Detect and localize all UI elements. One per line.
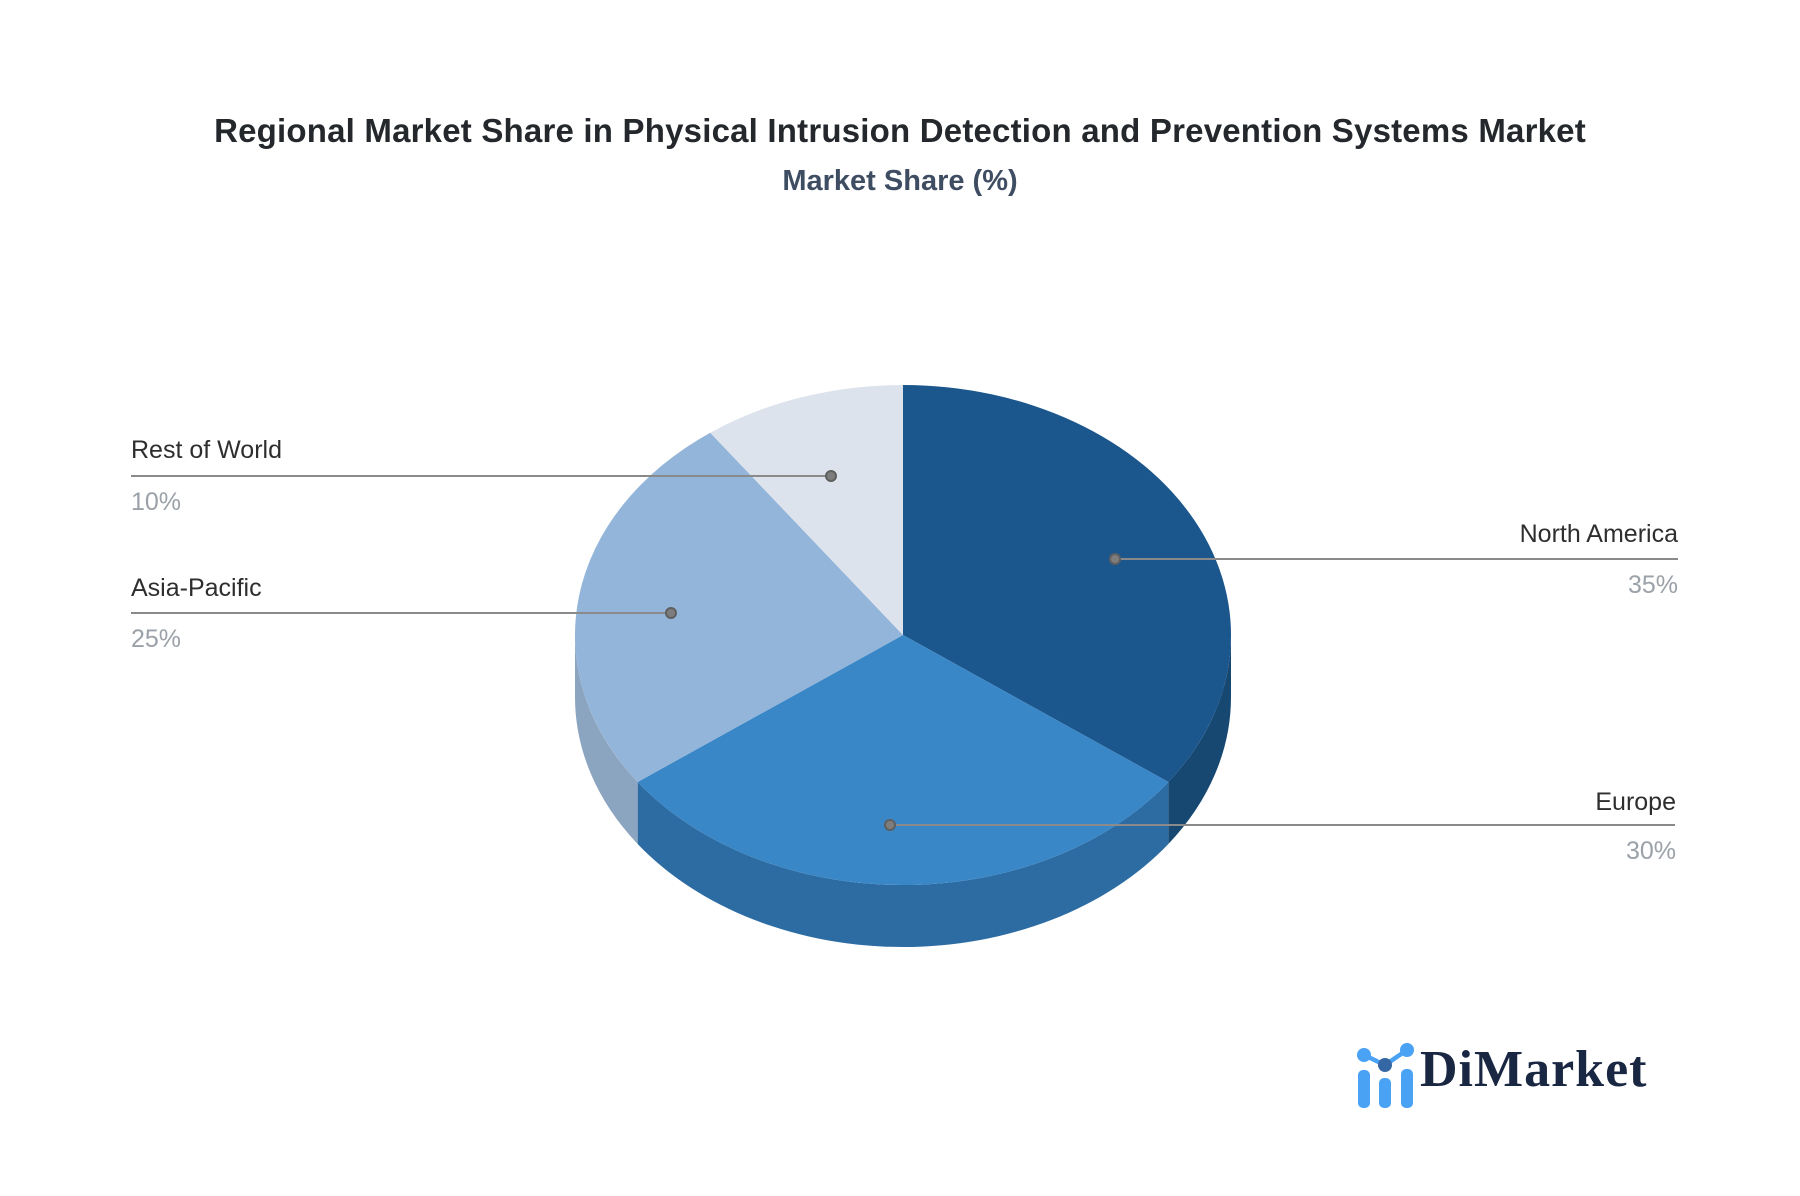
pie-slice-side-europe <box>637 781 1169 948</box>
callout-value-north-america: 35% <box>1627 571 1678 599</box>
leader-line-rest-of-world <box>131 475 831 477</box>
callout-value-asia-pacific: 25% <box>131 625 182 653</box>
pie-slice-europe[interactable] <box>637 635 1169 886</box>
leader-line-asia-pacific <box>131 612 671 614</box>
callout-value-rest-of-world: 10% <box>131 488 182 516</box>
callout-label-north-america: North America <box>1519 520 1678 548</box>
chart-subtitle: Market Share (%) <box>782 165 1018 197</box>
leader-dot-rest-of-world <box>825 470 837 482</box>
callout-value-europe: 30% <box>1625 837 1676 865</box>
bar-line-chart-icon <box>1357 1043 1414 1108</box>
pie-slice-north-america[interactable] <box>903 385 1232 782</box>
pie-slice-asia-pacific[interactable] <box>575 432 903 782</box>
chart-title: Regional Market Share in Physical Intrus… <box>214 112 1586 149</box>
callout-label-asia-pacific: Asia-Pacific <box>131 574 262 602</box>
callout-label-rest-of-world: Rest of World <box>131 436 282 464</box>
callout-label-europe: Europe <box>1595 788 1676 816</box>
leader-dot-north-america <box>1109 553 1121 565</box>
leader-dot-europe <box>884 819 896 831</box>
logo-text: DiMarket <box>1420 1041 1648 1098</box>
dimarket-logo: DiMarket <box>1356 1042 1686 1112</box>
pie-slice-side-north-america <box>1168 635 1231 844</box>
pie-slice-rest-of-world[interactable] <box>710 385 903 635</box>
pie-slice-side-asia-pacific <box>575 635 638 844</box>
leader-line-north-america <box>1115 558 1678 560</box>
leader-dot-asia-pacific <box>665 607 677 619</box>
logo-bars <box>1358 1069 1413 1108</box>
leader-line-europe <box>890 824 1675 826</box>
